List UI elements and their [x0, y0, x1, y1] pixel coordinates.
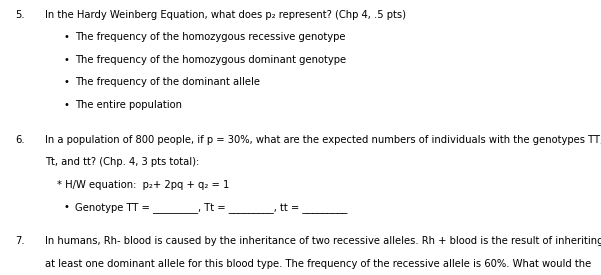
Text: •: •: [63, 202, 69, 212]
Text: 7.: 7.: [15, 236, 25, 246]
Text: In the Hardy Weinberg Equation, what does p₂ represent? (Chp 4, .5 pts): In the Hardy Weinberg Equation, what doe…: [45, 10, 406, 20]
Text: Genotype TT = _________, Tt = _________, tt = _________: Genotype TT = _________, Tt = _________,…: [75, 202, 347, 213]
Text: •: •: [63, 32, 69, 42]
Text: The frequency of the dominant allele: The frequency of the dominant allele: [75, 77, 260, 87]
Text: In a population of 800 people, if p = 30%, what are the expected numbers of indi: In a population of 800 people, if p = 30…: [45, 135, 601, 145]
Text: •: •: [63, 77, 69, 87]
Text: •: •: [63, 55, 69, 65]
Text: The entire population: The entire population: [75, 100, 182, 110]
Text: •: •: [63, 100, 69, 110]
Text: Tt, and tt? (Chp. 4, 3 pts total):: Tt, and tt? (Chp. 4, 3 pts total):: [45, 157, 200, 167]
Text: The frequency of the homozygous recessive genotype: The frequency of the homozygous recessiv…: [75, 32, 346, 42]
Text: * H/W equation:  p₂+ 2pq + q₂ = 1: * H/W equation: p₂+ 2pq + q₂ = 1: [57, 180, 230, 190]
Text: In humans, Rh- blood is caused by the inheritance of two recessive alleles. Rh +: In humans, Rh- blood is caused by the in…: [45, 236, 601, 246]
Text: The frequency of the homozygous dominant genotype: The frequency of the homozygous dominant…: [75, 55, 346, 65]
Text: 5.: 5.: [15, 10, 25, 20]
Text: at least one dominant allele for this blood type. The frequency of the recessive: at least one dominant allele for this bl…: [45, 259, 591, 269]
Text: 6.: 6.: [15, 135, 25, 145]
